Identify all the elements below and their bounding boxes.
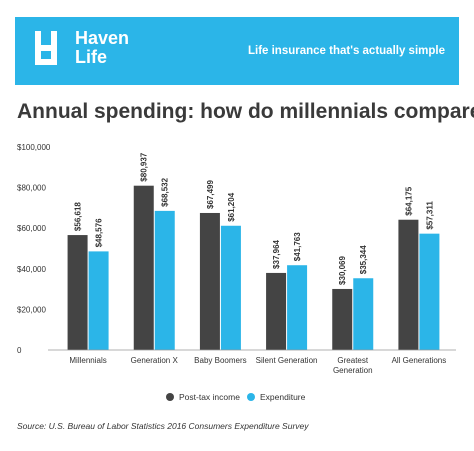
legend-label: Expenditure [260,392,306,402]
haven-life-logo-icon [35,31,57,65]
bar [220,225,241,350]
bar [88,251,109,350]
x-tick-label: Greatest [337,356,368,365]
bar [287,265,308,350]
data-label: $37,964 [272,239,281,268]
x-tick-label: Baby Boomers [194,356,246,365]
y-tick-label: 0 [17,346,22,355]
legend-marker [247,393,255,401]
chart-title: Annual spending: how do millennials comp… [17,100,474,123]
x-tick-label: Silent Generation [256,356,318,365]
y-tick-label: $60,000 [17,224,46,233]
data-label: $30,069 [338,255,347,284]
data-label: $57,311 [425,201,434,230]
data-label: $56,618 [74,202,83,231]
bar [67,235,88,350]
bar [419,233,440,350]
brand-line-1: Haven [75,28,130,48]
x-tick-label: Millennials [69,356,106,365]
x-tick-label: All Generations [392,356,447,365]
y-tick-label: $80,000 [17,184,46,193]
bar [266,272,287,350]
data-label: $61,204 [227,192,236,221]
source-note: Source: U.S. Bureau of Labor Statistics … [17,421,309,431]
data-label: $67,499 [206,180,215,209]
brand-line-2: Life [75,47,108,67]
bar [353,278,374,350]
x-tick-label: Generation X [131,356,179,365]
bar [133,185,154,350]
y-tick-label: $20,000 [17,305,46,314]
data-label: $35,344 [359,245,368,274]
legend-label: Post-tax income [179,392,240,402]
tagline: Life insurance that's actually simple [247,45,445,57]
header-banner: Haven Life Life insurance that's actuall… [15,17,459,85]
y-tick-label: $100,000 [17,143,51,152]
data-label: $41,763 [293,232,302,261]
bar [154,210,175,350]
bar [398,219,419,350]
x-tick-label: Generation [333,366,373,375]
legend-marker [166,393,174,401]
brand-name: Haven Life [75,29,165,67]
data-label: $64,175 [404,186,413,215]
data-label: $48,576 [95,218,104,247]
bar [332,288,353,350]
bar [199,212,220,350]
data-label: $68,532 [161,177,170,206]
data-label: $80,937 [140,152,149,181]
y-tick-label: $40,000 [17,265,46,274]
